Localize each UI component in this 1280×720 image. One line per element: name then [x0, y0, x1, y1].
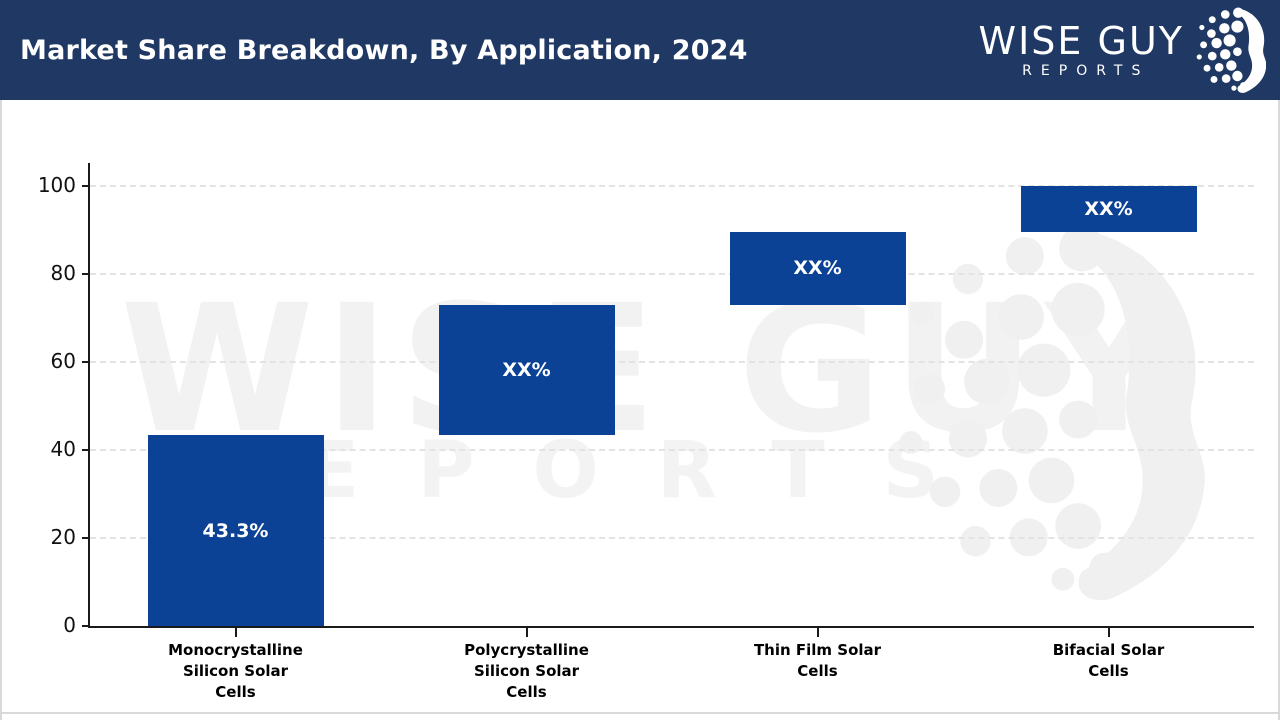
x-tick-mark-0 — [234, 628, 237, 637]
y-tick-mark-80 — [82, 273, 90, 275]
gridline-20 — [90, 537, 1254, 539]
y-tick-label-0: 0 — [63, 613, 76, 637]
bar-value-label: 43.3% — [202, 519, 269, 542]
logo-face-icon — [1196, 7, 1266, 93]
y-axis-line — [88, 163, 90, 628]
x-tick-mark-3 — [1107, 628, 1110, 637]
y-tick-mark-0 — [82, 625, 90, 627]
bar-segment-1: XX% — [438, 304, 615, 436]
y-tick-label-40: 40 — [50, 437, 76, 461]
gridline-100 — [90, 185, 1254, 187]
y-tick-mark-40 — [82, 449, 90, 451]
y-tick-label-60: 60 — [50, 349, 76, 373]
x-tick-mark-1 — [525, 628, 528, 637]
y-tick-mark-20 — [82, 537, 90, 539]
page-title: Market Share Breakdown, By Application, … — [20, 34, 748, 66]
gridline-80 — [90, 273, 1254, 275]
y-tick-mark-60 — [82, 361, 90, 363]
bottom-divider — [2, 712, 1278, 714]
gridline-40 — [90, 449, 1254, 451]
y-tick-label-100: 100 — [37, 173, 76, 197]
category-label-0: Monocrystalline Silicon Solar Cells — [168, 641, 303, 701]
bar-segment-0: 43.3% — [147, 435, 324, 626]
bar-value-label: XX% — [502, 359, 551, 382]
category-label-2: Thin Film Solar Cells — [753, 641, 882, 680]
category-label-1: Polycrystalline Silicon Solar Cells — [464, 641, 589, 701]
brand-logo-text: WISE GUY REPORTS — [979, 22, 1184, 79]
y-tick-label-20: 20 — [50, 525, 76, 549]
chart-canvas: WISE GUY REPORTS — [0, 100, 1280, 720]
header: Market Share Breakdown, By Application, … — [0, 0, 1280, 100]
y-tick-mark-100 — [82, 185, 90, 187]
logo-subtext: REPORTS — [1022, 62, 1150, 79]
bar-value-label: XX% — [793, 257, 842, 280]
bar-segment-2: XX% — [729, 232, 906, 305]
category-label-3: Bifacial Solar Cells — [1052, 641, 1165, 680]
x-axis-line — [88, 626, 1254, 628]
bar-value-label: XX% — [1084, 198, 1133, 221]
bar-segment-3: XX% — [1020, 186, 1197, 233]
gridline-60 — [90, 361, 1254, 363]
logo-wordmark: WISE GUY — [978, 18, 1184, 63]
y-tick-label-80: 80 — [50, 261, 76, 285]
brand-logo: WISE GUY REPORTS — [979, 6, 1266, 94]
x-tick-mark-2 — [816, 628, 819, 637]
